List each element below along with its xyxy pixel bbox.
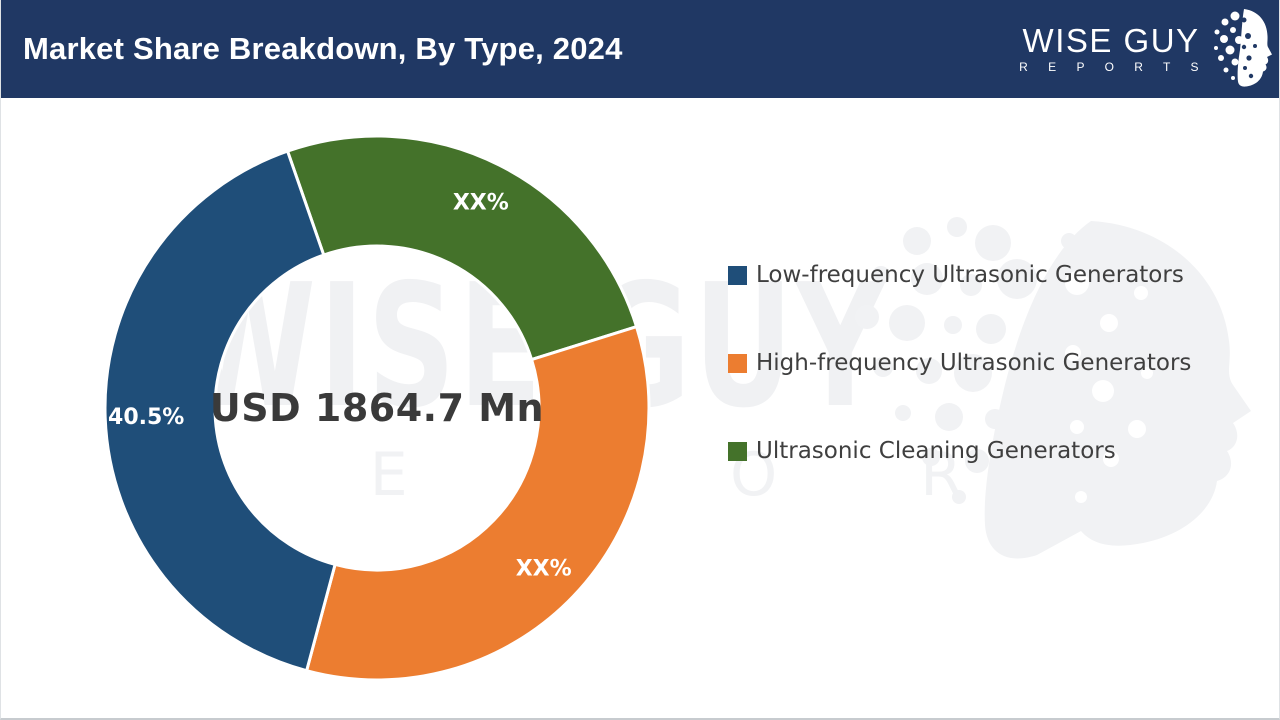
legend-swatch-green	[728, 441, 747, 461]
logo-wordmark: WISE GUY	[1022, 21, 1200, 59]
legend-swatch-blue	[728, 265, 747, 285]
page-title: Market Share Breakdown, By Type, 2024	[23, 31, 623, 66]
logo-subtext: R E P O R T S	[1019, 60, 1207, 75]
slice-label: 40.5%	[108, 405, 184, 430]
slice-label: XX%	[516, 557, 572, 582]
wiseguy-logo: WISE GUY R E P O R T S	[1015, 6, 1273, 92]
legend-item: Ultrasonic Cleaning Generators	[728, 438, 1191, 464]
donut-slice	[305, 325, 651, 682]
donut-slice	[103, 149, 337, 673]
logo-face-icon	[1214, 9, 1272, 87]
legend-swatch-orange	[728, 353, 747, 373]
watermark-face-graphic	[855, 217, 1251, 559]
chart-legend: Low-frequency Ultrasonic Generators High…	[728, 262, 1192, 464]
legend-item: High-frequency Ultrasonic Generators	[728, 350, 1192, 376]
slice-label: XX%	[453, 190, 509, 215]
legend-item: Low-frequency Ultrasonic Generators	[728, 262, 1191, 288]
donut-slice	[286, 134, 639, 362]
chart-center-value: USD 1864.7 Mn	[209, 386, 545, 430]
legend-label: Low-frequency Ultrasonic Generators	[756, 262, 1184, 288]
logo-text: WISE GUY R E P O R T S	[1015, 21, 1207, 75]
legend-label: Ultrasonic Cleaning Generators	[756, 438, 1116, 464]
legend-label: High-frequency Ultrasonic Generators	[756, 350, 1192, 376]
header: Market Share Breakdown, By Type, 2024 WI…	[1, 0, 1279, 98]
